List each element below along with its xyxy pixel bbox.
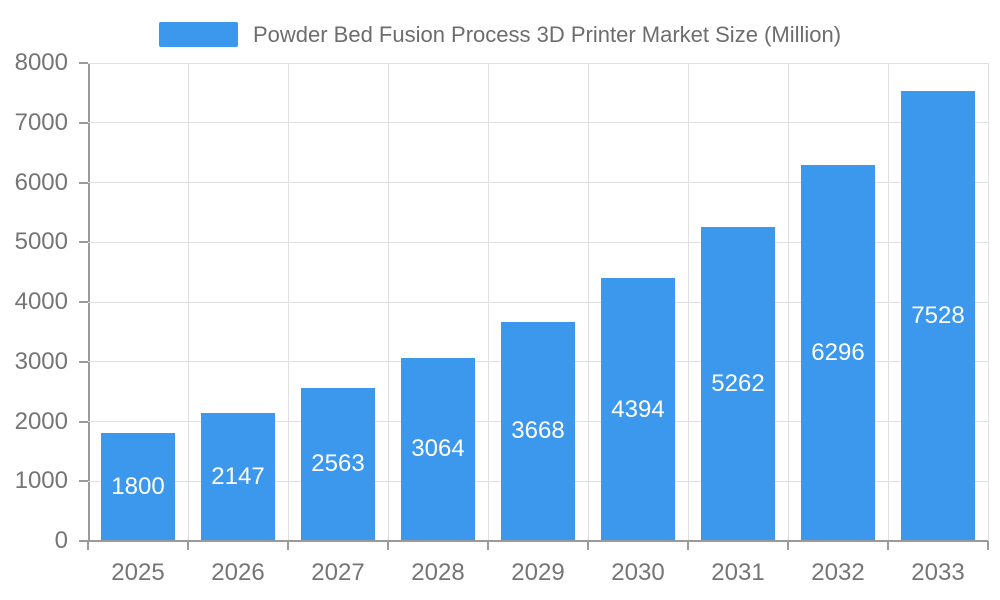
x-tick-2 — [287, 541, 289, 550]
bar-2025: 1800 — [101, 433, 175, 541]
gridline-x-2 — [287, 63, 289, 541]
x-tick-label-2029: 2029 — [511, 559, 565, 586]
x-tick-label-2030: 2030 — [611, 559, 665, 586]
bar-value-label-2026: 2147 — [211, 462, 265, 490]
y-axis-labels: 0 1000 2000 3000 4000 5000 6000 7000 8000 — [0, 49, 68, 554]
gridline-x-4 — [487, 63, 489, 541]
gridline-y-6000 — [88, 182, 988, 183]
x-tick-label-2027: 2027 — [311, 559, 365, 586]
bar-2028: 3064 — [401, 357, 475, 541]
bar-value-label-2027: 2563 — [311, 450, 365, 478]
x-axis-labels: 2025 2026 2027 2028 2029 2030 2031 2032 2033 — [88, 559, 988, 587]
bar-2027: 2563 — [301, 387, 375, 541]
gridline-y-5000 — [88, 241, 988, 243]
x-tick-label-2028: 2028 — [411, 559, 465, 586]
gridline-x-5 — [587, 63, 589, 541]
x-axis-line — [88, 540, 988, 542]
x-tick-6 — [687, 541, 689, 550]
x-tick-0 — [87, 541, 89, 550]
y-tick-3000 — [79, 360, 88, 363]
bar-value-label-2025: 1800 — [111, 473, 165, 501]
y-tick-label-7000: 7000 — [14, 108, 68, 136]
legend: Powder Bed Fusion Process 3D Printer Mar… — [0, 21, 1000, 48]
y-tick-label-8000: 8000 — [14, 49, 68, 76]
bar-value-label-2029: 3668 — [511, 417, 565, 445]
gridline-x-8 — [887, 63, 889, 541]
gridline-y-7000 — [88, 122, 988, 124]
gridline-x-7 — [787, 63, 789, 541]
bar-2033: 7528 — [901, 91, 975, 541]
y-tick-label-5000: 5000 — [14, 228, 68, 256]
bar-value-label-2030: 4394 — [611, 395, 665, 423]
y-tick-label-4000: 4000 — [14, 288, 68, 315]
x-tick-3 — [387, 541, 389, 550]
y-tick-1000 — [79, 480, 88, 483]
y-tick-0 — [79, 540, 88, 542]
x-tick-9 — [987, 541, 989, 550]
gridline-x-9 — [987, 63, 989, 541]
gridline-x-1 — [187, 63, 189, 541]
chart-title: Powder Bed Fusion Process 3D Printer Mar… — [252, 22, 842, 47]
x-tick-label-2031: 2031 — [711, 559, 765, 586]
x-tick-4 — [487, 541, 489, 550]
gridline-y-4000 — [88, 301, 988, 303]
legend-swatch — [158, 22, 238, 47]
bar-2032: 6296 — [801, 164, 875, 541]
bar-2031: 5262 — [701, 226, 775, 541]
plot-area: 1800 2147 2563 3064 3668 4394 5262 6296 7528 — [79, 62, 989, 550]
gridline-y-8000 — [88, 62, 988, 64]
y-tick-4000 — [79, 301, 88, 303]
y-tick-label-2000: 2000 — [14, 407, 68, 435]
x-tick-label-2025: 2025 — [111, 559, 165, 586]
gridline-x-3 — [387, 63, 389, 541]
y-tick-5000 — [79, 241, 88, 244]
y-tick-2000 — [79, 420, 88, 423]
x-tick-8 — [887, 541, 889, 550]
y-tick-7000 — [79, 121, 88, 124]
bar-2026: 2147 — [201, 412, 275, 541]
bar-value-label-2032: 6296 — [811, 338, 865, 366]
x-tick-label-2033: 2033 — [911, 559, 965, 586]
bar-value-label-2033: 7528 — [911, 302, 965, 330]
bar-value-label-2028: 3064 — [411, 435, 465, 463]
x-tick-5 — [587, 541, 589, 550]
y-tick-label-6000: 6000 — [14, 168, 68, 196]
bar-value-label-2031: 5262 — [711, 369, 765, 397]
y-tick-8000 — [79, 62, 88, 64]
bar-2029: 3668 — [501, 321, 575, 541]
x-tick-label-2032: 2032 — [811, 559, 865, 586]
y-tick-label-3000: 3000 — [14, 347, 68, 375]
y-tick-6000 — [79, 181, 88, 184]
y-tick-label-1000: 1000 — [14, 467, 68, 495]
y-tick-label-0: 0 — [54, 527, 68, 554]
x-tick-1 — [187, 541, 189, 550]
x-tick-label-2026: 2026 — [211, 559, 265, 586]
gridline-x-6 — [687, 63, 689, 541]
x-tick-7 — [787, 541, 789, 550]
bar-2030: 4394 — [601, 278, 675, 541]
